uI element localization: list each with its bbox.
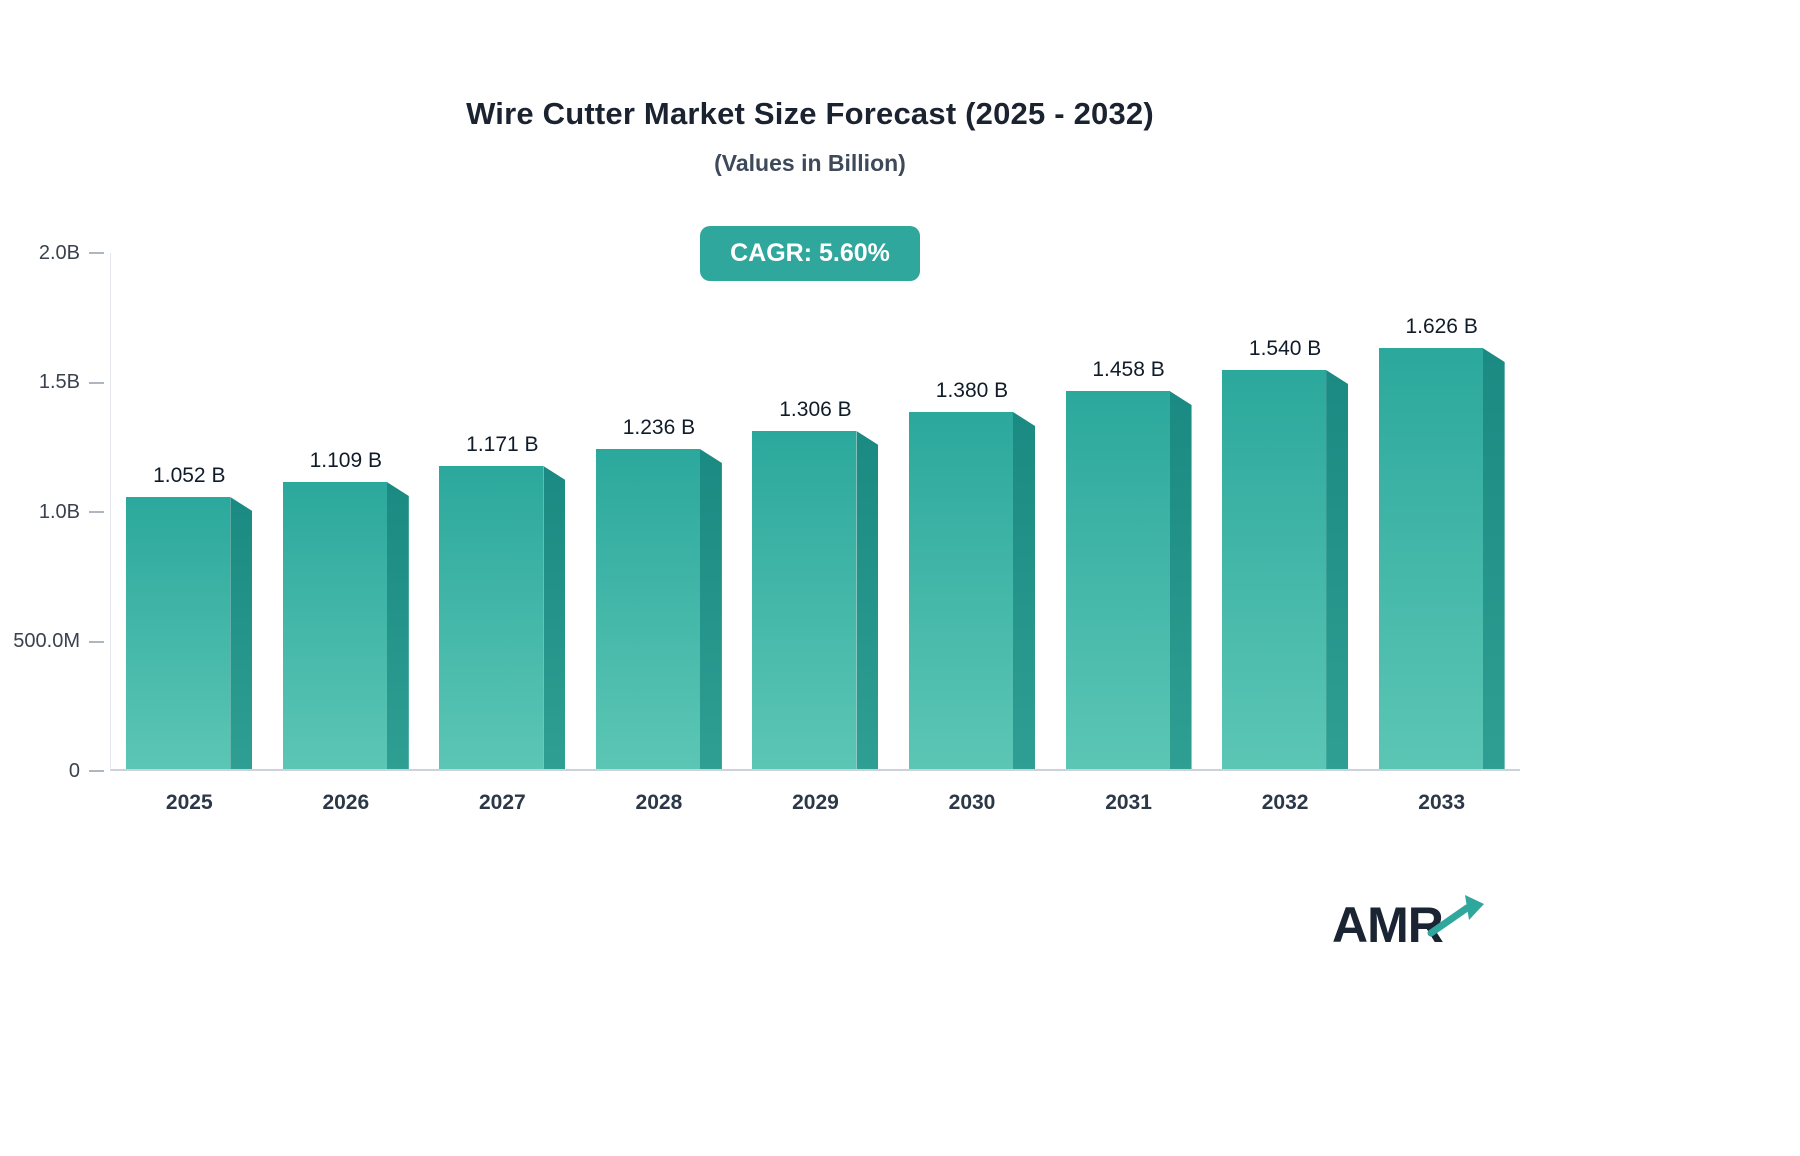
bar-side-face (1169, 391, 1192, 769)
bar-value-label: 1.109 B (309, 449, 383, 472)
bar-side-face (386, 482, 409, 769)
bars-container: 1.052 B 2025 1.109 B 2026 1.171 B 2027 1.236 B… (111, 253, 1520, 814)
bar-value-label: 1.458 B (1092, 358, 1165, 381)
bar-group: 1.458 B 2031 (1054, 253, 1204, 814)
growth-arrow-icon (1427, 895, 1484, 937)
y-tick: 0 (69, 759, 104, 783)
bar-side-face (1482, 348, 1505, 769)
bar-front-face (595, 449, 700, 769)
amr-logo-text: AMR (1332, 897, 1444, 953)
y-tick-label: 1.5B (38, 371, 80, 393)
cagr-badge: CAGR: 5.60% (700, 226, 920, 281)
y-tick-mark (89, 381, 104, 384)
chart-title: Wire Cutter Market Size Forecast (2025 -… (466, 96, 1154, 131)
bar-front-face (1065, 391, 1170, 769)
bar (1065, 391, 1192, 769)
y-tick: 2.0B (39, 241, 104, 265)
y-tick: 500.0M (13, 630, 104, 654)
y-tick-label: 2.0B (38, 241, 80, 264)
bar-value-label: 1.052 B (153, 464, 226, 487)
bar (1222, 370, 1349, 769)
x-axis-label: 2033 (1418, 791, 1465, 814)
bar-group: 1.540 B 2032 (1210, 253, 1360, 814)
bar (282, 482, 409, 769)
bar-side-face (1326, 370, 1349, 769)
bar-value-label: 1.380 B (935, 379, 1009, 402)
bar-front-face (909, 412, 1013, 769)
bar-group: 1.052 B 2025 (114, 253, 264, 814)
bar-value-label: 1.306 B (779, 398, 852, 421)
bar-group: 1.380 B 2030 (897, 253, 1047, 814)
bar (1378, 348, 1505, 769)
x-axis-label: 2030 (948, 791, 996, 814)
badge-row: CAGR: 5.60% (0, 226, 1620, 281)
bar-value-label: 1.236 B (622, 416, 696, 439)
x-axis-label: 2031 (1105, 791, 1152, 814)
bar-group: 1.626 B 2033 (1367, 253, 1517, 814)
x-axis-label: 2029 (792, 791, 839, 814)
bar-front-face (1378, 348, 1483, 769)
bar-group: 1.109 B 2026 (271, 253, 421, 814)
bar-side-face (856, 431, 879, 769)
bar (126, 497, 253, 769)
bar-value-label: 1.626 B (1405, 315, 1478, 338)
bar-front-face (126, 497, 231, 769)
amr-logo: AMR (1332, 895, 1485, 954)
bar (595, 449, 722, 769)
bar-value-label: 1.540 B (1248, 337, 1322, 360)
bar-group: 1.171 B 2027 (427, 253, 577, 814)
x-axis-label: 2027 (479, 791, 526, 814)
bar (909, 412, 1035, 769)
x-axis-label: 2032 (1261, 791, 1309, 814)
bar-side-face (230, 497, 253, 769)
y-tick-mark (89, 511, 104, 513)
bar-side-face (543, 466, 566, 769)
y-tick-label: 500.0M (13, 630, 80, 652)
y-tick-mark (89, 640, 104, 643)
x-axis-label: 2025 (165, 791, 213, 814)
bar-front-face (752, 431, 857, 769)
y-tick-label: 1.0B (38, 500, 80, 523)
x-axis-label: 2026 (322, 791, 370, 814)
y-tick: 1.0B (39, 500, 104, 524)
y-axis: 2.0B 1.5B 1.0B 500.0M 0 (0, 242, 104, 798)
bar-front-face (282, 482, 387, 769)
chart-subtitle: (Values in Billion) (714, 150, 906, 176)
bar-front-face (1222, 370, 1327, 769)
y-tick-mark (89, 770, 104, 772)
bar (439, 466, 566, 769)
bar (752, 431, 879, 769)
bar-front-face (439, 466, 544, 769)
y-tick-label: 0 (68, 759, 80, 782)
plot-area: 1.052 B 2025 1.109 B 2026 1.171 B 2027 1.236 B… (110, 253, 1520, 814)
y-tick: 1.5B (39, 371, 104, 395)
bar-group: 1.236 B 2028 (584, 253, 734, 814)
bar-group: 1.306 B 2029 (740, 253, 890, 814)
bar-side-face (1013, 412, 1035, 769)
y-tick-mark (89, 252, 104, 254)
bar-value-label: 1.171 B (466, 433, 539, 456)
bar-side-face (699, 449, 722, 769)
x-axis-label: 2028 (635, 791, 683, 814)
